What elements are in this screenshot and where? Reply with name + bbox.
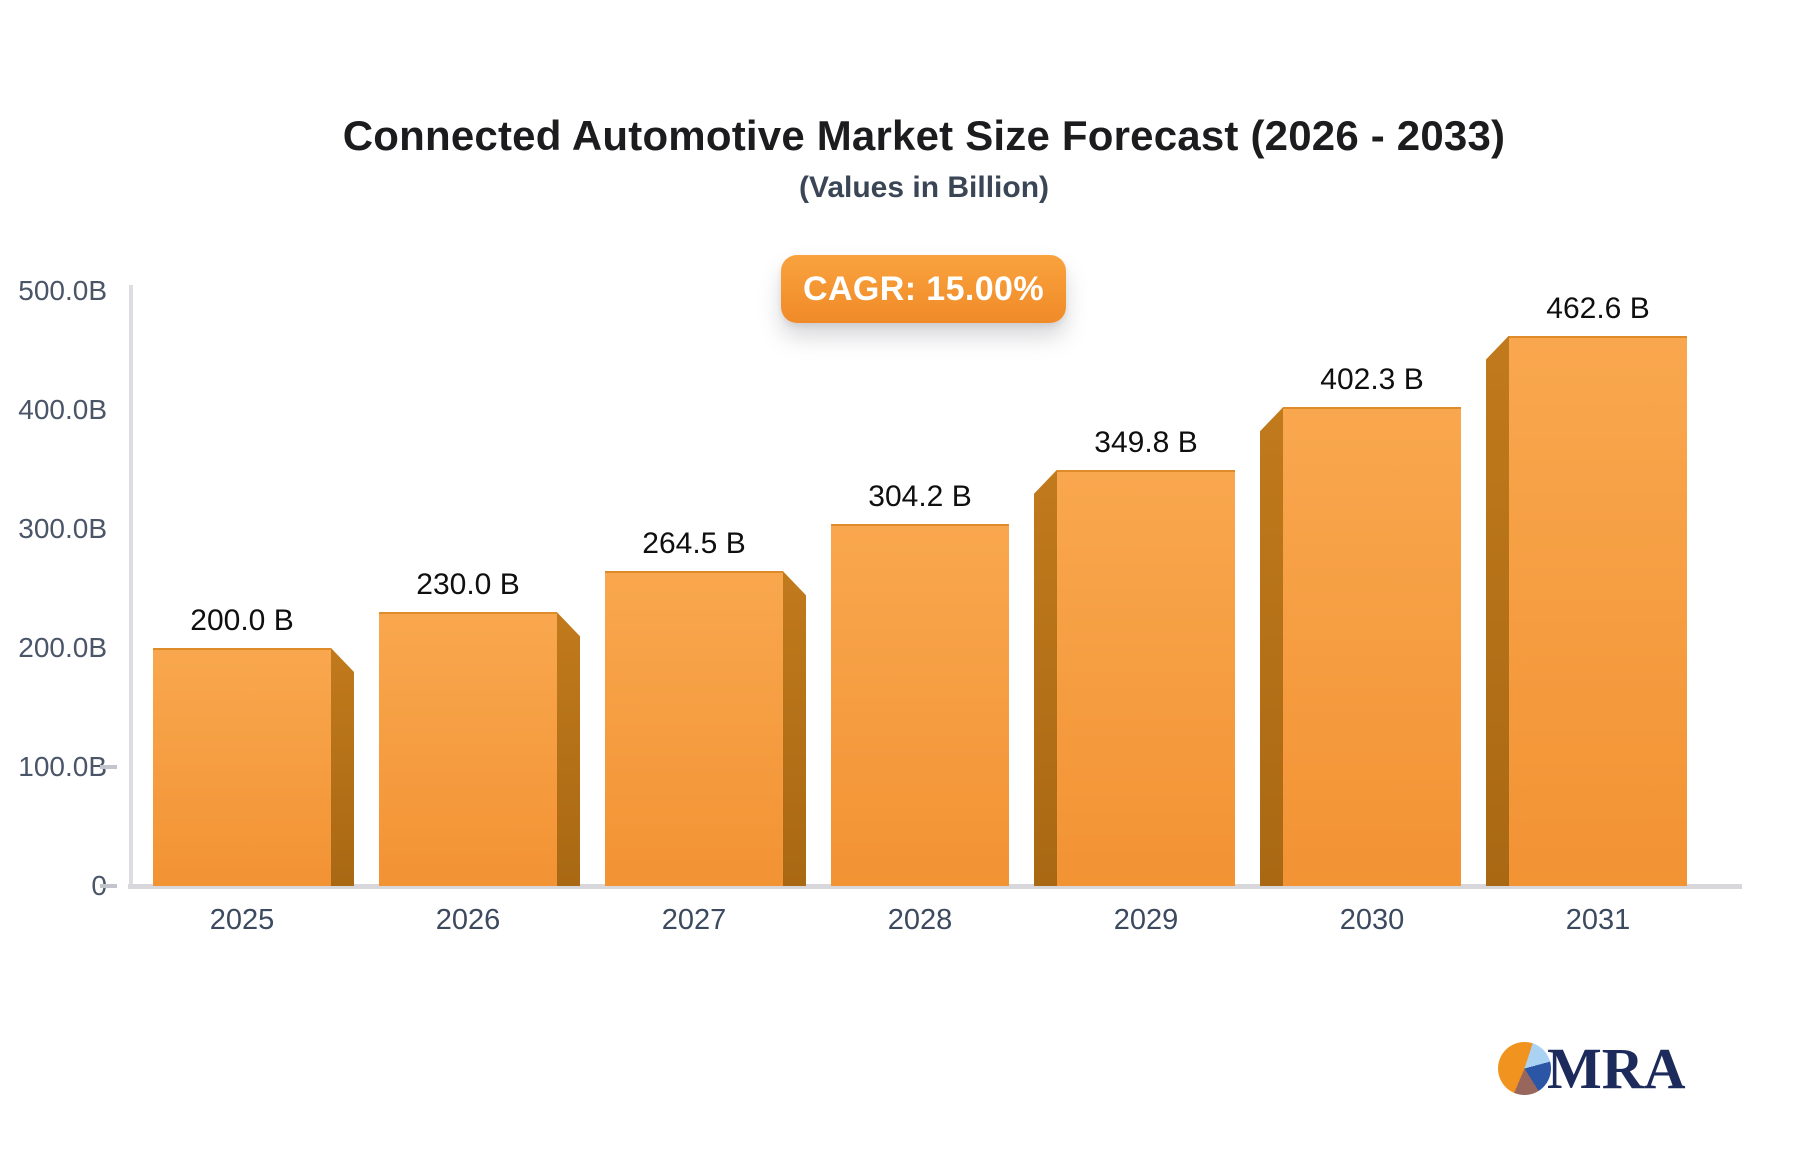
bar-3d-side xyxy=(557,612,580,886)
y-axis-tick-label: 400.0B xyxy=(18,394,107,425)
bar xyxy=(153,648,331,886)
bar-3d-side xyxy=(331,648,354,886)
y-axis-tick-mark xyxy=(100,884,117,888)
bar-3d-side xyxy=(783,571,806,886)
bar xyxy=(1283,407,1461,886)
cagr-badge: CAGR: 15.00% xyxy=(781,255,1066,323)
y-axis-tick-label: 500.0B xyxy=(18,275,107,306)
bar xyxy=(379,612,557,886)
x-axis-tick-label: 2026 xyxy=(435,904,501,936)
y-axis-tick-mark xyxy=(100,765,117,769)
bar-value-label: 349.8 B xyxy=(1094,425,1198,459)
x-axis-tick-label: 2031 xyxy=(1565,904,1631,936)
y-axis-tick-label: 300.0B xyxy=(18,513,107,544)
bar-value-label: 462.6 B xyxy=(1546,291,1650,325)
y-axis-tick-label: 200.0B xyxy=(18,632,107,663)
bar-value-label: 200.0 B xyxy=(190,604,294,637)
bar-3d-side xyxy=(1260,407,1283,886)
y-axis-line xyxy=(129,285,133,888)
brand-logo: MRA xyxy=(1498,1036,1728,1100)
pie-chart-logo-icon xyxy=(1498,1041,1551,1095)
x-axis-tick-label: 2029 xyxy=(1113,904,1179,936)
y-axis-tick-label: 100.0B xyxy=(18,751,107,782)
chart-subtitle: (Values in Billion) xyxy=(798,171,1050,204)
bar-value-label: 304.2 B xyxy=(868,480,972,513)
bar-3d-side xyxy=(1486,335,1509,886)
brand-logo-text: MRA xyxy=(1547,1035,1686,1101)
bar xyxy=(1057,469,1235,886)
chart-title: Connected Automotive Market Size Forecas… xyxy=(342,112,1506,159)
x-axis-tick-label: 2027 xyxy=(661,904,727,936)
bar-value-label: 230.0 B xyxy=(416,568,520,602)
bar-value-label: 264.5 B xyxy=(642,527,746,561)
bar-3d-side xyxy=(1034,469,1057,886)
bar xyxy=(605,571,783,886)
x-axis-baseline xyxy=(128,884,1742,889)
x-axis-tick-label: 2030 xyxy=(1339,904,1405,936)
bar xyxy=(831,524,1009,886)
bar xyxy=(1509,335,1687,886)
y-axis-tick-label: 0 xyxy=(0,871,107,901)
x-axis-tick-label: 2025 xyxy=(209,904,275,936)
bar-value-label: 402.3 B xyxy=(1320,363,1424,397)
cagr-badge-label: CAGR: 15.00% xyxy=(803,269,1044,308)
x-axis-tick-label: 2028 xyxy=(887,904,953,936)
